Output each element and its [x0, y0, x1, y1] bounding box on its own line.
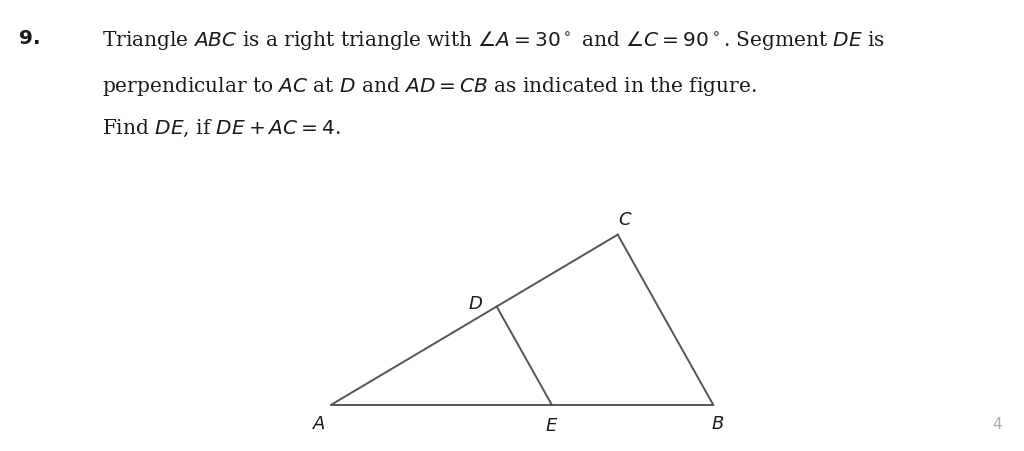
Text: 4: 4 [992, 416, 1001, 431]
Text: $D$: $D$ [468, 295, 483, 313]
Text: $\mathbf{9.}$: $\mathbf{9.}$ [18, 29, 40, 48]
Text: Find $\mathit{DE}$, if $\mathit{DE} + \mathit{AC} = 4$.: Find $\mathit{DE}$, if $\mathit{DE} + \m… [102, 117, 341, 138]
Text: perpendicular to $\mathit{AC}$ at $\mathit{D}$ and $\mathit{AD} = \mathit{CB}$ a: perpendicular to $\mathit{AC}$ at $\math… [102, 74, 757, 97]
Text: $C$: $C$ [618, 211, 633, 229]
Text: $E$: $E$ [545, 416, 558, 434]
Text: $B$: $B$ [711, 414, 724, 432]
Text: Triangle $\mathit{ABC}$ is a right triangle with $\angle A = 30^\circ$ and $\ang: Triangle $\mathit{ABC}$ is a right trian… [102, 29, 886, 52]
Text: $A$: $A$ [312, 414, 326, 432]
